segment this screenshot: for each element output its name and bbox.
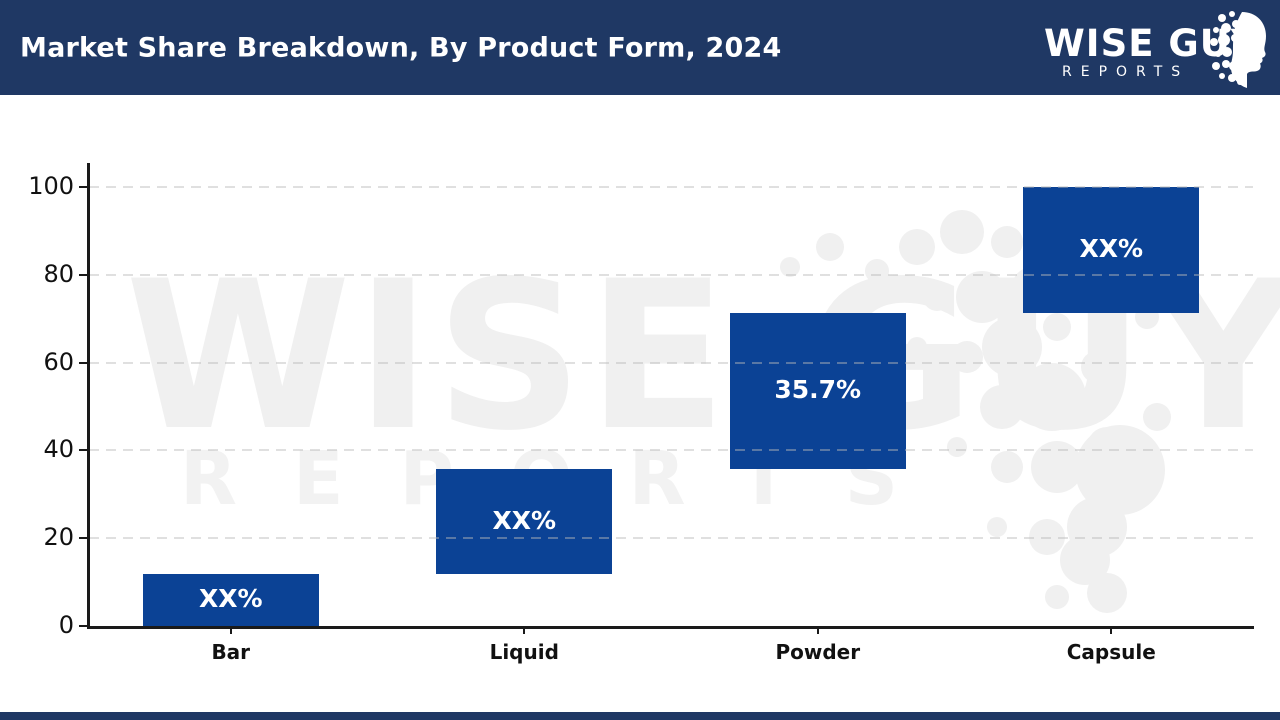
footer-bar [0, 712, 1280, 720]
y-tick [79, 449, 88, 452]
y-tick [79, 361, 88, 364]
logo-sub-text: REPORTS [1062, 64, 1190, 80]
y-tick [79, 186, 88, 188]
y-gridline [89, 273, 1253, 276]
y-gridline [89, 186, 1253, 188]
bar-segment [1023, 187, 1200, 313]
wiseguy-face-watermark [780, 210, 1171, 613]
bar-value-label: XX% [1079, 233, 1144, 263]
x-category-label: Capsule [1066, 640, 1156, 664]
x-category-label: Powder [775, 640, 861, 664]
x-category-label: Liquid [489, 640, 559, 664]
x-axis-line [87, 626, 1254, 629]
y-gridline [89, 361, 1253, 364]
header-bar: Market Share Breakdown, By Product Form,… [0, 0, 1280, 95]
y-tick-label: 80 [43, 259, 74, 288]
y-tick [79, 625, 88, 627]
bar-segment [142, 573, 319, 626]
bar-segment [729, 312, 906, 470]
x-tick [523, 626, 526, 634]
y-tick-label: 20 [43, 523, 74, 552]
bar-value-label: 35.7% [774, 374, 862, 404]
y-tick-label: 0 [58, 611, 74, 639]
x-tick [816, 626, 819, 634]
x-tick [229, 626, 232, 634]
y-gridline [89, 449, 1253, 452]
x-category-label: Bar [211, 640, 251, 664]
x-tick [1110, 626, 1113, 634]
page-title: Market Share Breakdown, By Product Form,… [20, 32, 782, 63]
y-tick [79, 273, 88, 276]
y-tick [79, 537, 88, 540]
y-tick-label: 40 [43, 435, 74, 464]
bar-segment [436, 469, 613, 574]
bar-value-label: XX% [198, 583, 263, 613]
y-tick-label: 60 [43, 347, 74, 376]
wiseguy-logo: WISE GUY REPORTS [1022, 6, 1272, 90]
wiseguy-face-icon [1210, 11, 1266, 88]
y-tick-label: 100 [28, 172, 74, 200]
bar-value-label: XX% [492, 505, 557, 535]
y-gridline [89, 537, 1253, 540]
y-axis-line [87, 163, 90, 629]
